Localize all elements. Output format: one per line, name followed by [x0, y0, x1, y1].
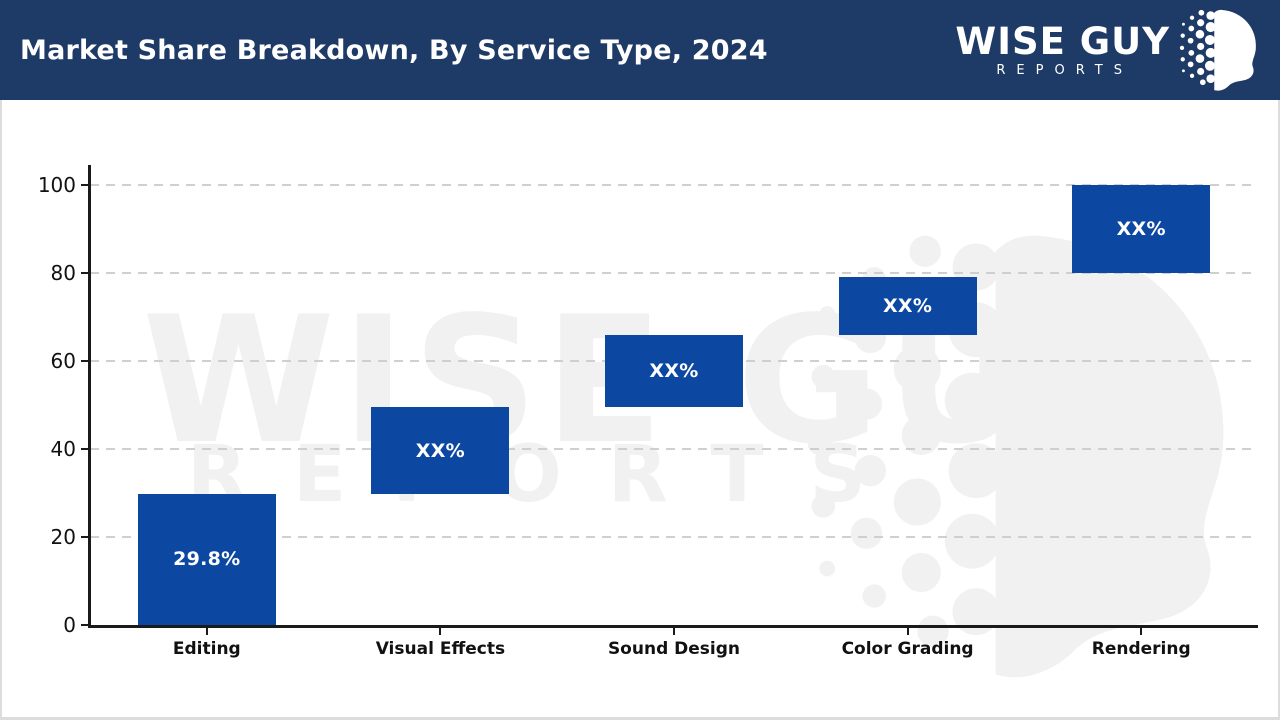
- y-axis-tick: [81, 360, 89, 362]
- x-axis-tick: [439, 628, 442, 635]
- y-tick-label: 60: [50, 349, 76, 373]
- x-tick-label: Rendering: [1091, 639, 1191, 659]
- y-tick-label: 100: [37, 173, 76, 197]
- y-tick-label: 20: [50, 525, 76, 549]
- logo-subtitle: REPORTS: [996, 62, 1133, 78]
- bar-value-label: 29.8%: [173, 548, 241, 571]
- y-axis-tick: [81, 536, 89, 538]
- x-tick-label: Color Grading: [841, 639, 974, 659]
- y-axis-tick: [81, 184, 89, 186]
- y-axis-spine: [88, 165, 91, 628]
- x-axis-tick: [1140, 628, 1143, 635]
- logo-text: WISE GUY REPORTS: [955, 23, 1170, 78]
- y-axis-tick: [81, 624, 89, 626]
- y-axis-tick: [81, 448, 89, 450]
- x-axis-tick: [205, 628, 208, 635]
- bar-value-label: XX%: [882, 294, 933, 317]
- bar: 29.8%: [137, 493, 276, 625]
- chart-canvas: WISE GUY REPORTS 0 20 40 60 80 100 29.8% Editin…: [0, 100, 1280, 720]
- x-tick-label: Visual Effects: [375, 639, 506, 659]
- logo-wordmark: WISE GUY: [955, 19, 1170, 63]
- grid-line: [90, 448, 1258, 450]
- bar: XX%: [605, 334, 743, 408]
- header-bar: Market Share Breakdown, By Service Type,…: [0, 0, 1280, 100]
- x-tick-label: Sound Design: [607, 639, 741, 659]
- bar-value-label: XX%: [1116, 218, 1166, 240]
- bar: XX%: [371, 407, 510, 494]
- wise-guy-logo: WISE GUY REPORTS: [955, 7, 1266, 93]
- bar: XX%: [838, 277, 977, 335]
- bar: XX%: [1072, 185, 1211, 273]
- x-axis-spine: [88, 625, 1258, 628]
- x-axis-tick: [906, 628, 909, 635]
- grid-line: [90, 536, 1258, 538]
- x-tick-label: Editing: [172, 639, 241, 659]
- grid-line: [90, 184, 1258, 186]
- page-title: Market Share Breakdown, By Service Type,…: [20, 34, 768, 66]
- y-tick-label: 80: [50, 261, 76, 285]
- x-axis-tick: [673, 628, 675, 635]
- y-tick-label: 0: [63, 613, 76, 637]
- grid-line: [90, 272, 1258, 274]
- wise-guy-head-icon: [1174, 7, 1266, 93]
- bar-value-label: XX%: [649, 359, 699, 382]
- y-axis-tick: [81, 272, 89, 274]
- y-tick-label: 40: [50, 437, 76, 461]
- bar-value-label: XX%: [415, 439, 466, 462]
- watermark-text-line2: REPORTS: [187, 430, 912, 520]
